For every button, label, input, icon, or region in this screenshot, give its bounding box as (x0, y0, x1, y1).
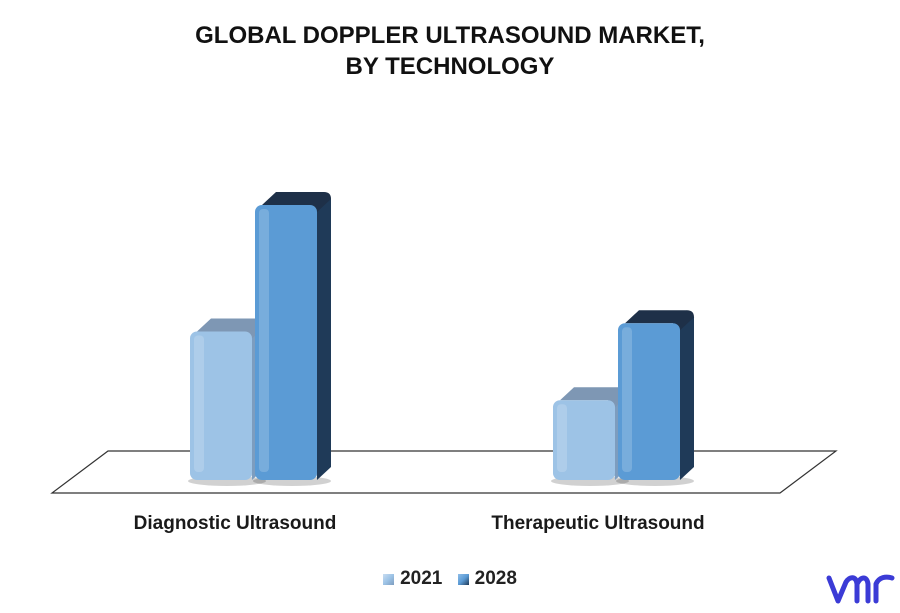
bar-2028-diagnostic (253, 192, 331, 486)
chart-title: GLOBAL DOPPLER ULTRASOUND MARKET, BY TEC… (0, 20, 900, 82)
bar-2021-therapeutic (551, 387, 629, 486)
bar-2021-diagnostic (188, 318, 266, 486)
legend-item-2021: 2021 (383, 568, 442, 590)
legend-item-2028: 2028 (457, 568, 517, 590)
legend-label-2021: 2021 (400, 568, 443, 589)
bar-2028-diagnostic-front (255, 205, 317, 480)
legend-swatch-2028 (457, 573, 469, 585)
category-label-therapeutic: Therapeutic Ultrasound (491, 513, 704, 534)
legend-swatch-2021 (383, 573, 395, 585)
chart-title-line-2: BY TECHNOLOGY (345, 53, 555, 80)
bar-2028-therapeutic-highlight (622, 327, 632, 472)
chart-floor (50, 450, 838, 494)
category-label-diagnostic: Diagnostic Ultrasound (134, 513, 337, 534)
bar-2028-therapeutic (616, 310, 694, 486)
vmr-logo-icon (826, 574, 895, 604)
bar-2021-therapeutic-highlight (557, 404, 567, 472)
bar-2028-therapeutic-front (618, 323, 680, 480)
bar-2021-therapeutic-front (553, 400, 615, 480)
bar-2021-diagnostic-front (190, 331, 252, 480)
bar-2021-diagnostic-highlight (194, 335, 204, 472)
chart-title-line-1: GLOBAL DOPPLER ULTRASOUND MARKET, (195, 22, 705, 49)
bar-2028-diagnostic-highlight (259, 209, 269, 472)
legend: 2021 2028 (0, 568, 900, 591)
legend-label-2028: 2028 (474, 568, 517, 589)
bars-group (188, 192, 694, 486)
